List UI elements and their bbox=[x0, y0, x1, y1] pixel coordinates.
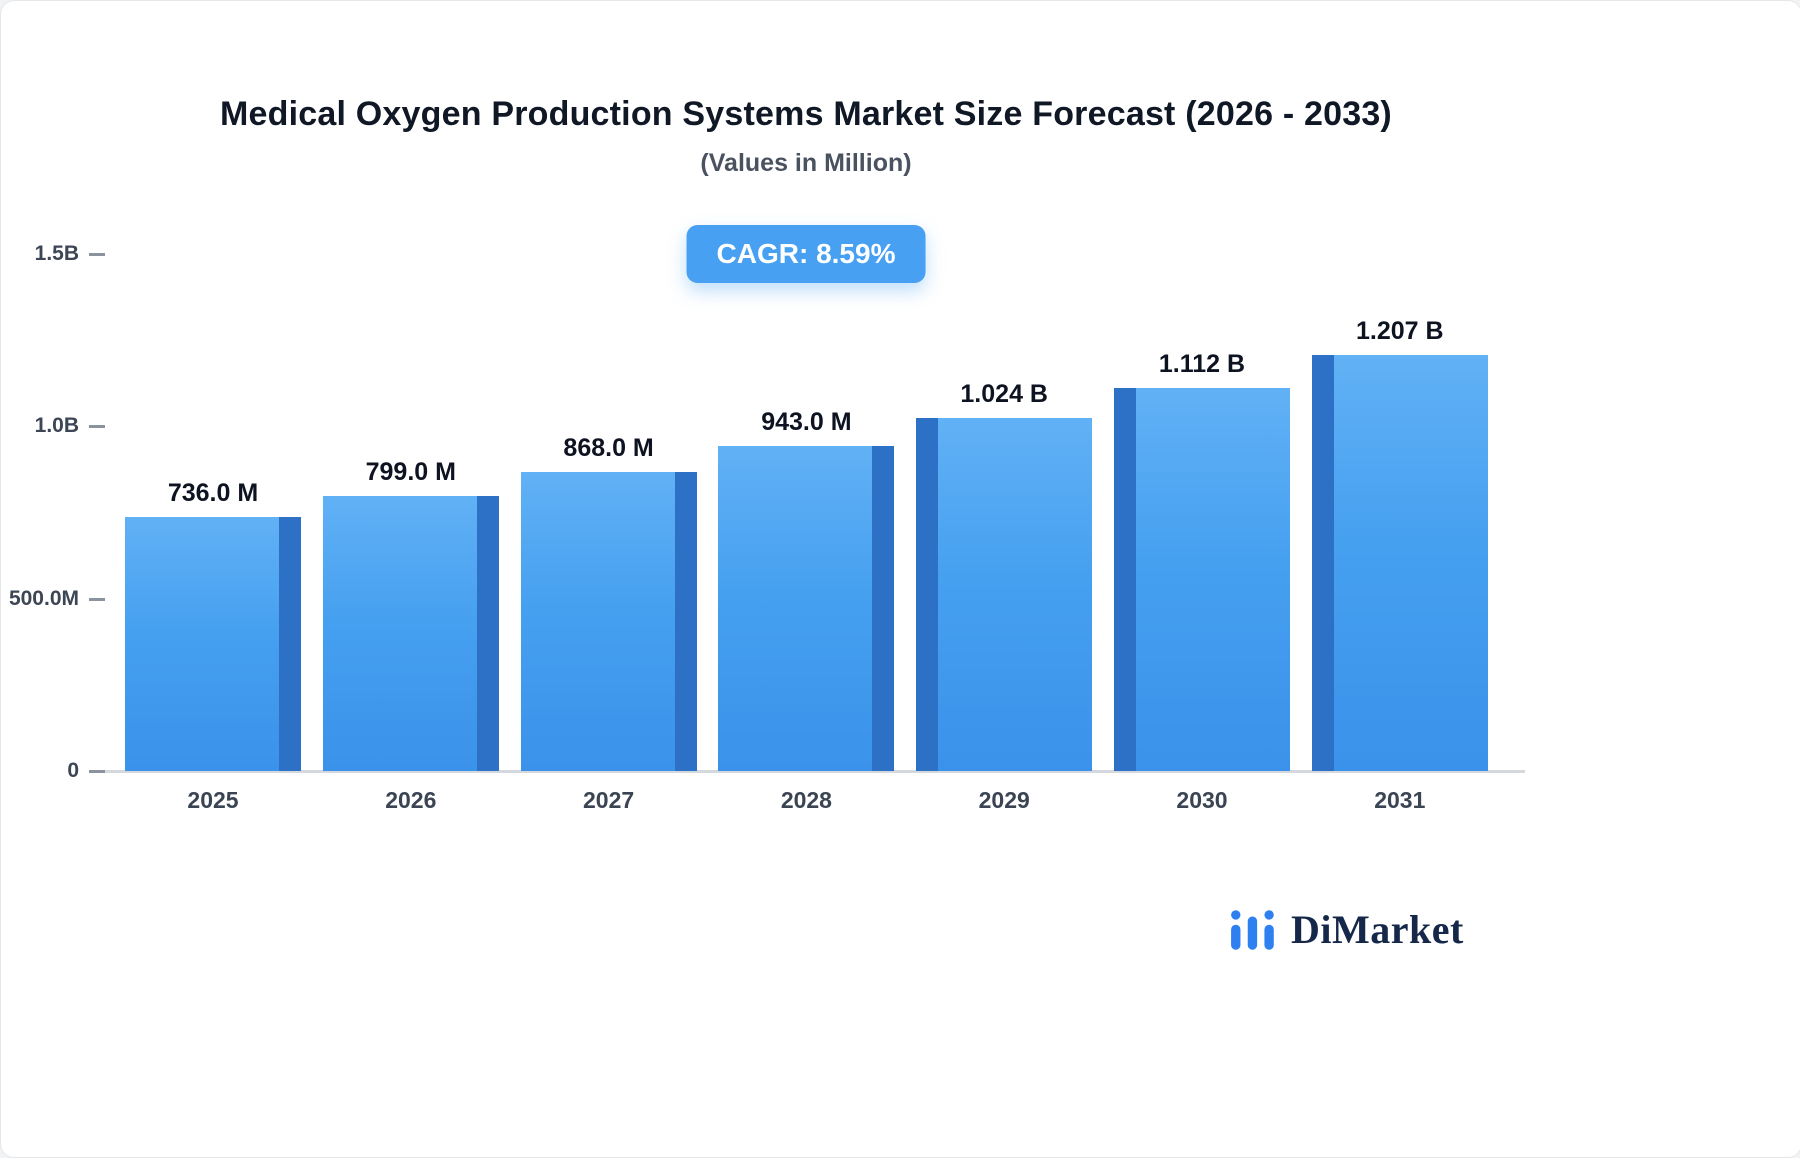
bar-2028: 943.0 M bbox=[718, 408, 895, 771]
bar-2026: 799.0 M bbox=[322, 458, 499, 771]
bar-value-label: 943.0 M bbox=[761, 407, 852, 436]
y-axis-tick-label: 0 bbox=[67, 759, 79, 782]
bar-value-label: 1.207 B bbox=[1356, 316, 1444, 345]
x-axis-label-2031: 2031 bbox=[1374, 787, 1426, 813]
y-axis-tick-label: 1.0B bbox=[34, 414, 79, 438]
y-axis-tick-mark bbox=[89, 253, 105, 256]
y-axis-tick-mark bbox=[89, 597, 105, 601]
bar-value-label: 736.0 M bbox=[167, 479, 259, 508]
dimarket-logo-icon bbox=[1231, 909, 1274, 950]
x-axis-line bbox=[89, 770, 1525, 773]
x-axis-label-2027: 2027 bbox=[583, 787, 635, 813]
x-axis-label-2028: 2028 bbox=[780, 787, 832, 813]
bar-side-shade bbox=[1311, 354, 1334, 771]
bar-2031: 1.207 B bbox=[1311, 317, 1488, 771]
y-axis-tick-label: 1.5B bbox=[34, 242, 79, 265]
bar-value-label: 1.024 B bbox=[960, 380, 1048, 409]
bar-side-shade bbox=[872, 445, 895, 771]
bar-2027: 868.0 M bbox=[520, 434, 697, 771]
bar-value-label: 1.112 B bbox=[1158, 349, 1246, 378]
cagr-badge: CAGR: 8.59% bbox=[686, 225, 926, 283]
bar-2030: 1.112 B bbox=[1114, 350, 1290, 771]
chart-subtitle: (Values in Million) bbox=[700, 149, 912, 177]
bar-side-shade bbox=[476, 495, 499, 771]
chart-title: Medical Oxygen Production Systems Market… bbox=[220, 95, 1392, 133]
brand-logo: DiMarket bbox=[1229, 906, 1464, 953]
bar-side-shade bbox=[1114, 387, 1136, 771]
bar-value-label: 799.0 M bbox=[365, 457, 456, 486]
x-axis-label-2025: 2025 bbox=[187, 787, 239, 813]
bar-2025: 736.0 M bbox=[125, 479, 301, 771]
x-axis-label-2030: 2030 bbox=[1176, 787, 1228, 813]
y-axis-tick-mark bbox=[89, 770, 105, 773]
bar-side-shade bbox=[674, 471, 697, 771]
bar-2029: 1.024 B bbox=[916, 380, 1093, 771]
y-axis-tick-mark bbox=[89, 425, 105, 429]
y-axis-tick-label: 500.0M bbox=[8, 586, 79, 610]
dimarket-logo-text: DiMarket bbox=[1291, 907, 1464, 952]
bar-side-shade bbox=[916, 418, 939, 771]
bar-value-label: 868.0 M bbox=[563, 433, 654, 462]
x-axis-label-2029: 2029 bbox=[978, 787, 1030, 813]
bar-side-shade bbox=[279, 517, 301, 771]
x-axis-label-2026: 2026 bbox=[385, 787, 437, 813]
